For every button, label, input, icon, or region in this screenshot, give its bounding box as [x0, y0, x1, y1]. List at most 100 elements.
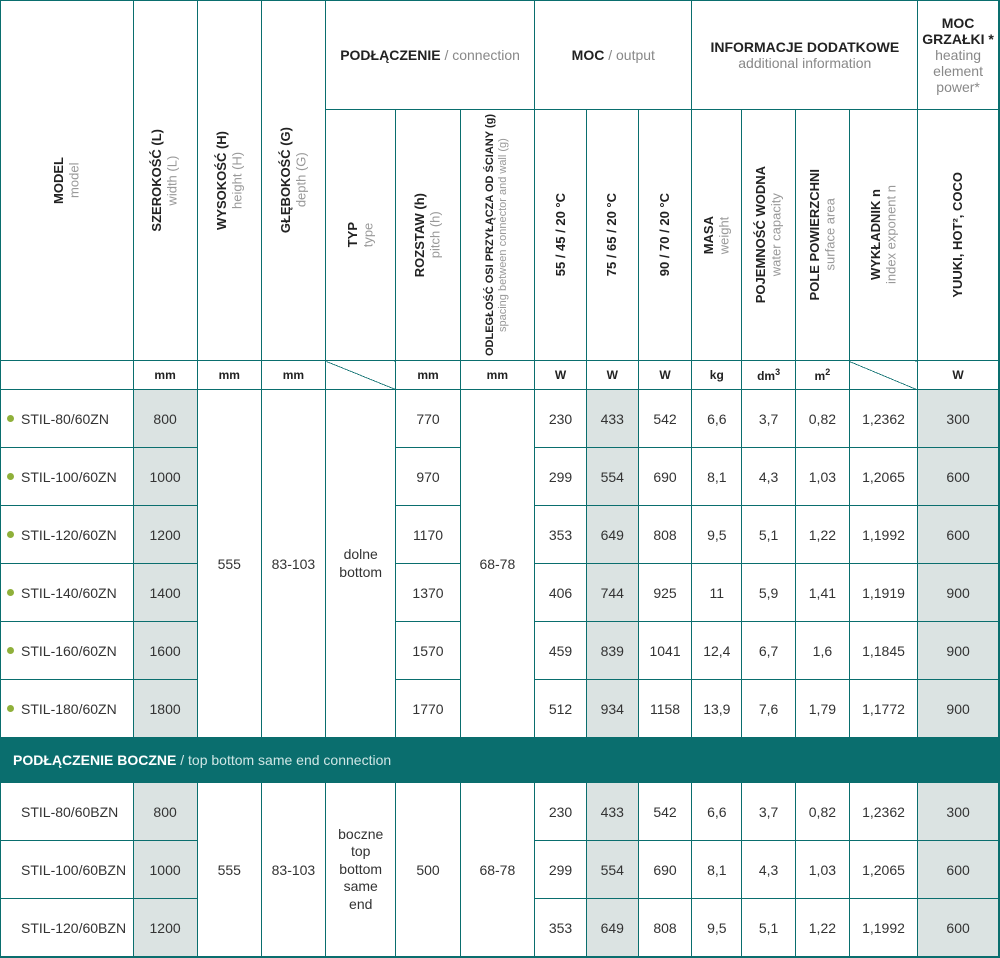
- cell-mass: 6,6: [692, 390, 742, 448]
- cell-w75: 839: [586, 622, 638, 680]
- col-width: SZEROKOŚĆ (L)width (L): [133, 1, 197, 361]
- cell-w90: 542: [638, 390, 692, 448]
- cell-pitch: 970: [396, 448, 460, 506]
- cell-type-side: bocznetopbottomsameend: [326, 783, 396, 957]
- cell-w75: 649: [586, 899, 638, 957]
- col-spacing: ODLEGŁOŚĆ OSI PRZYŁĄCZA OD ŚCIANY (g)spa…: [460, 110, 535, 361]
- group-additional: INFORMACJE DODATKOWEadditional informati…: [692, 1, 918, 110]
- cell-model: STIL-140/60ZN: [1, 564, 134, 622]
- col-capacity: POJEMNOŚĆ WODNAwater capacity: [742, 110, 796, 361]
- cell-width: 1600: [133, 622, 197, 680]
- bullet-icon: [7, 415, 14, 422]
- cell-w55: 353: [535, 899, 587, 957]
- cell-width: 1800: [133, 680, 197, 738]
- cell-w55: 299: [535, 841, 587, 899]
- cell-mass: 12,4: [692, 622, 742, 680]
- cell-area: 1,03: [795, 841, 849, 899]
- cell-area: 1,6: [795, 622, 849, 680]
- cell-exponent: 1,2362: [849, 390, 917, 448]
- cell-pitch: 770: [396, 390, 460, 448]
- cell-area: 1,41: [795, 564, 849, 622]
- section-side-connection: PODŁĄCZENIE BOCZNE / top bottom same end…: [1, 738, 999, 783]
- cell-capacity: 5,1: [742, 899, 796, 957]
- cell-mass: 6,6: [692, 783, 742, 841]
- cell-capacity: 4,3: [742, 448, 796, 506]
- col-depth: GŁĘBOKOŚĆ (G)depth (G): [261, 1, 325, 361]
- cell-w75: 649: [586, 506, 638, 564]
- cell-heater: 600: [918, 448, 999, 506]
- cell-pitch: 1570: [396, 622, 460, 680]
- cell-width: 1000: [133, 841, 197, 899]
- cell-model: STIL-80/60BZN: [1, 783, 134, 841]
- cell-mass: 8,1: [692, 448, 742, 506]
- col-mass: MASAweight: [692, 110, 742, 361]
- col-w55: 55 / 45 / 20 °C: [535, 110, 587, 361]
- cell-model: STIL-120/60BZN: [1, 899, 134, 957]
- cell-exponent: 1,2065: [849, 841, 917, 899]
- cell-heater: 600: [918, 899, 999, 957]
- cell-area: 0,82: [795, 390, 849, 448]
- cell-w90: 542: [638, 783, 692, 841]
- cell-width: 1200: [133, 506, 197, 564]
- cell-capacity: 4,3: [742, 841, 796, 899]
- cell-area: 1,79: [795, 680, 849, 738]
- cell-w90: 1041: [638, 622, 692, 680]
- cell-exponent: 1,2065: [849, 448, 917, 506]
- bullet-icon: [7, 589, 14, 596]
- cell-w55: 230: [535, 783, 587, 841]
- cell-heater: 600: [918, 506, 999, 564]
- cell-model: STIL-120/60ZN: [1, 506, 134, 564]
- cell-w75: 554: [586, 841, 638, 899]
- cell-w75: 934: [586, 680, 638, 738]
- cell-pitch: 1770: [396, 680, 460, 738]
- group-output: MOC / output: [535, 1, 692, 110]
- cell-pitch: 500: [396, 783, 460, 957]
- table-row: STIL-80/60BZN80055583-103bocznetopbottom…: [1, 783, 999, 841]
- col-area: POLE POWIERZCHNIsurface area: [795, 110, 849, 361]
- cell-height: 555: [197, 783, 261, 957]
- cell-heater: 300: [918, 783, 999, 841]
- group-heater: MOC GRZAŁKI *heating element power*: [918, 1, 999, 110]
- cell-w90: 690: [638, 448, 692, 506]
- table-row: STIL-80/60ZN80055583-103dolnebottom77068…: [1, 390, 999, 448]
- cell-w55: 406: [535, 564, 587, 622]
- cell-area: 1,22: [795, 899, 849, 957]
- cell-pitch: 1170: [396, 506, 460, 564]
- cell-width: 800: [133, 390, 197, 448]
- cell-width: 800: [133, 783, 197, 841]
- cell-type-bottom: dolnebottom: [326, 390, 396, 738]
- cell-area: 0,82: [795, 783, 849, 841]
- cell-area: 1,22: [795, 506, 849, 564]
- cell-spacing: 68-78: [460, 390, 535, 738]
- cell-exponent: 1,1992: [849, 899, 917, 957]
- cell-pitch: 1370: [396, 564, 460, 622]
- cell-spacing: 68-78: [460, 783, 535, 957]
- bullet-icon: [7, 647, 14, 654]
- cell-model: STIL-160/60ZN: [1, 622, 134, 680]
- cell-model: STIL-180/60ZN: [1, 680, 134, 738]
- cell-w75: 744: [586, 564, 638, 622]
- cell-heater: 300: [918, 390, 999, 448]
- col-w90: 90 / 70 / 20 °C: [638, 110, 692, 361]
- col-pitch: ROZSTAW (h)pitch (h): [396, 110, 460, 361]
- cell-heater: 900: [918, 680, 999, 738]
- col-w75: 75 / 65 / 20 °C: [586, 110, 638, 361]
- col-type: TYPtype: [326, 110, 396, 361]
- cell-w90: 925: [638, 564, 692, 622]
- spec-table: MODELmodel SZEROKOŚĆ (L)width (L) WYSOKO…: [0, 0, 999, 957]
- cell-heater: 600: [918, 841, 999, 899]
- cell-capacity: 7,6: [742, 680, 796, 738]
- col-heater-model: YUUKI, HOT², COCO: [918, 110, 999, 361]
- cell-width: 1000: [133, 448, 197, 506]
- cell-area: 1,03: [795, 448, 849, 506]
- cell-w90: 1158: [638, 680, 692, 738]
- cell-capacity: 3,7: [742, 783, 796, 841]
- cell-w90: 690: [638, 841, 692, 899]
- cell-mass: 9,5: [692, 899, 742, 957]
- cell-exponent: 1,2362: [849, 783, 917, 841]
- cell-depth: 83-103: [261, 783, 325, 957]
- group-connection: PODŁĄCZENIE / connection: [326, 1, 535, 110]
- cell-heater: 900: [918, 622, 999, 680]
- cell-mass: 13,9: [692, 680, 742, 738]
- cell-capacity: 3,7: [742, 390, 796, 448]
